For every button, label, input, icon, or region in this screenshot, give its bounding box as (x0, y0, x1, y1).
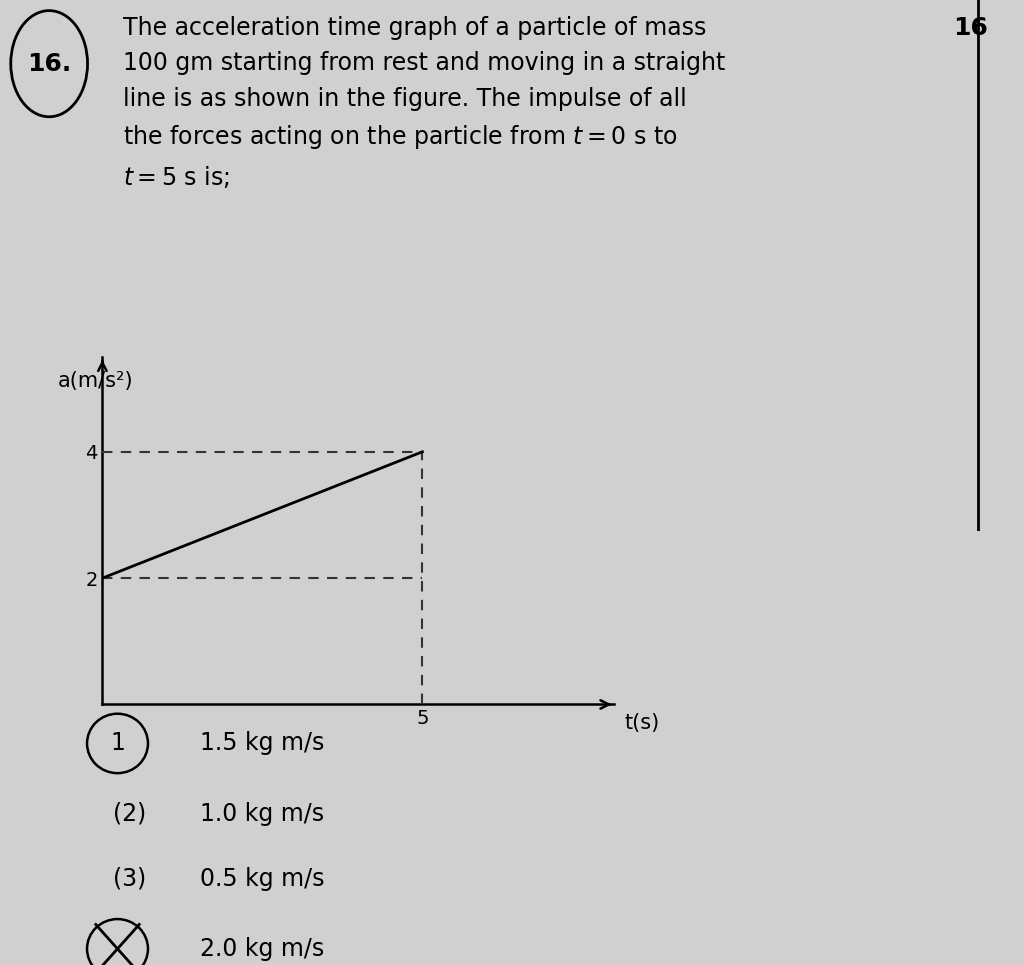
Text: (2): (2) (113, 802, 146, 826)
Text: 0.5 kg m/s: 0.5 kg m/s (201, 867, 325, 891)
Text: (3): (3) (113, 867, 146, 891)
Text: t(s): t(s) (625, 713, 659, 733)
Text: 1: 1 (110, 731, 125, 756)
Text: 2.0 kg m/s: 2.0 kg m/s (201, 937, 325, 961)
Text: The acceleration time graph of a particle of mass
100 gm starting from rest and : The acceleration time graph of a particl… (123, 16, 725, 190)
Text: 1.5 kg m/s: 1.5 kg m/s (201, 731, 325, 756)
Text: a(m/s²): a(m/s²) (57, 371, 133, 391)
Text: 1.0 kg m/s: 1.0 kg m/s (201, 802, 325, 826)
Text: 16: 16 (953, 16, 988, 40)
Text: 16.: 16. (27, 52, 72, 75)
